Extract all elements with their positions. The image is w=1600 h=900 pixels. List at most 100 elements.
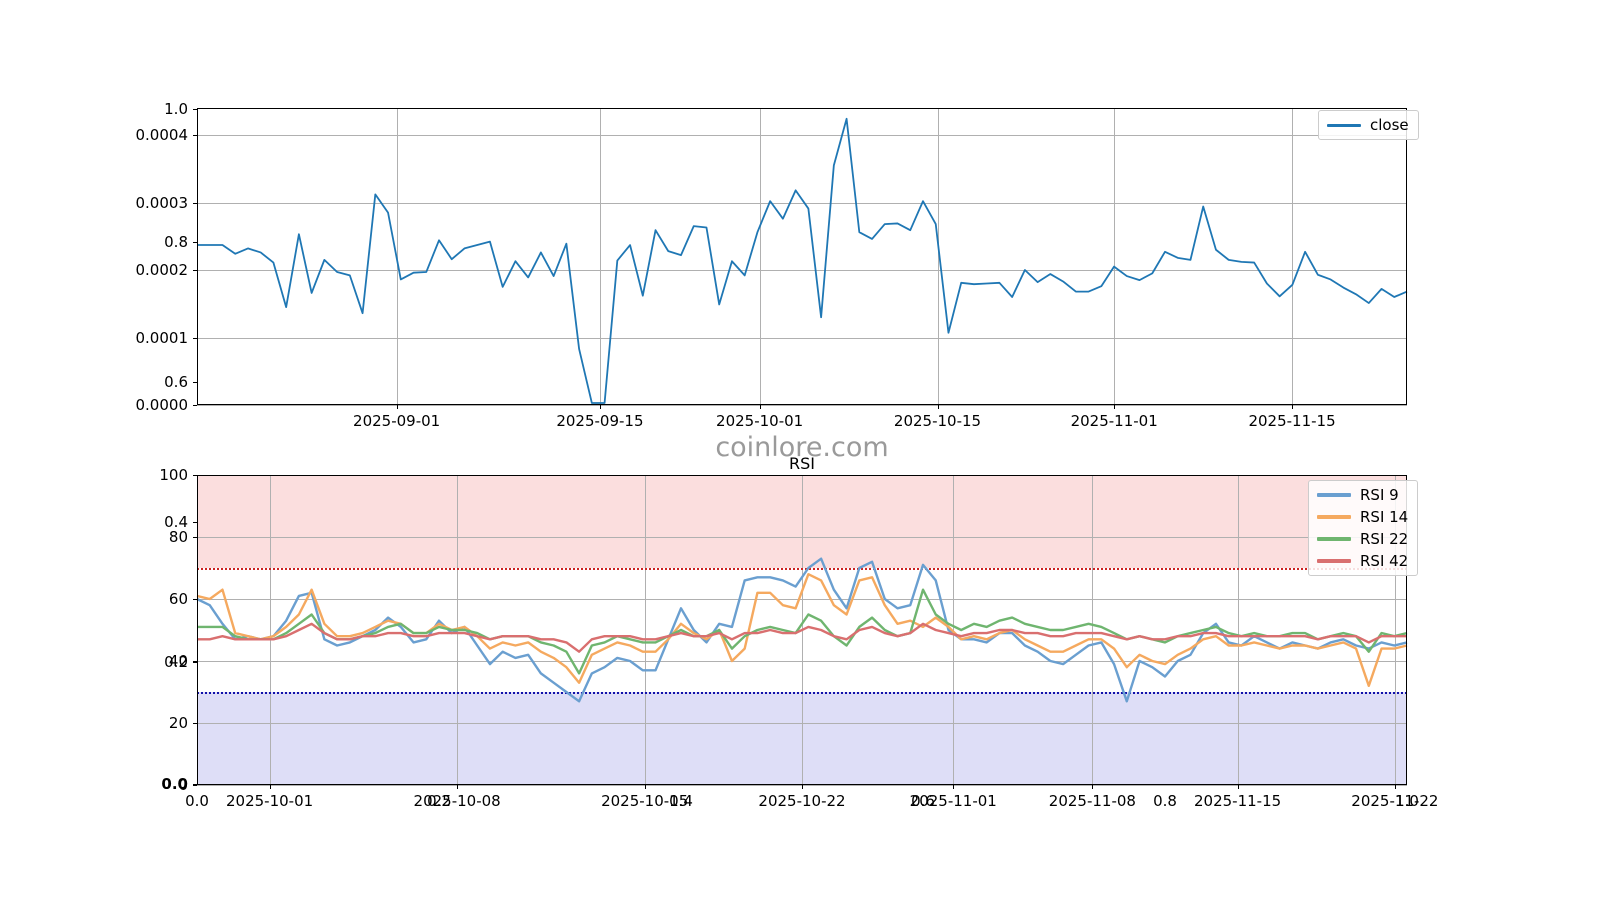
tick-mark	[269, 785, 271, 789]
rsi-y-overlay-tick: 0.4	[164, 513, 188, 531]
gridline	[269, 475, 271, 785]
rsi-x-tick: 2025-10-08	[413, 792, 501, 810]
rsi-x-overlay-tick: 1.0	[1395, 792, 1419, 810]
legend-label: RSI 42	[1360, 551, 1409, 570]
price-plot-background	[197, 108, 1407, 405]
legend-item[interactable]: RSI 42	[1317, 553, 1408, 569]
legend-item[interactable]: RSI 14	[1317, 509, 1408, 525]
rsi-x-tick: 2025-11-22	[1351, 792, 1439, 810]
price-x-tick: 2025-10-01	[716, 412, 804, 430]
tick-mark	[193, 135, 197, 136]
tick-mark	[1237, 785, 1239, 789]
tick-mark	[193, 242, 197, 243]
rsi-y-tick: 80	[168, 528, 188, 546]
tick-mark	[193, 599, 197, 600]
gridline	[197, 270, 1407, 271]
rsi-x-tick: 2025-10-22	[758, 792, 846, 810]
rsi-line-2	[197, 588, 1408, 675]
tick-mark	[193, 475, 197, 476]
tick-mark	[953, 785, 955, 789]
rsi-x-overlay-tick: 0.0	[185, 792, 209, 810]
rsi-x-tick: 2025-10-01	[226, 792, 314, 810]
rsi-y-overlay-tick: 0.2	[164, 653, 188, 671]
rsi-x-overlay-tick: 0.4	[669, 792, 693, 810]
price-y-tick: 0.0001	[135, 328, 189, 347]
rsi-x-overlay-tick: 0.6	[911, 792, 935, 810]
tick-mark	[193, 382, 197, 383]
close-line	[197, 117, 1408, 404]
tick-mark	[193, 662, 197, 663]
price-x-tick: 2025-11-01	[1070, 412, 1158, 430]
gridline	[1114, 108, 1116, 405]
legend-swatch-0	[1317, 493, 1351, 497]
tick-mark	[937, 405, 939, 409]
gridline	[1237, 475, 1239, 785]
rsi-chart-panel	[196, 475, 1408, 786]
legend-label: close	[1370, 115, 1409, 134]
price-x-tick: 2025-09-01	[353, 412, 441, 430]
price-x-tick: 2025-10-15	[893, 412, 982, 430]
legend-swatch-2	[1317, 537, 1351, 541]
rsi-y-tick: 0	[178, 776, 188, 794]
price-chart-panel	[197, 108, 1408, 406]
legend-item[interactable]: close	[1327, 117, 1409, 133]
rsi-panel-title: RSI	[789, 454, 815, 473]
tick-mark	[193, 109, 197, 110]
tick-mark	[396, 405, 398, 409]
tick-mark	[193, 270, 197, 271]
legend-label: RSI 14	[1360, 507, 1409, 526]
rsi-series-group	[196, 557, 1408, 703]
price-y-tick: 0.0003	[135, 193, 189, 212]
tick-mark	[193, 785, 197, 786]
tick-mark	[759, 405, 761, 409]
gridline	[937, 108, 939, 405]
legend-item[interactable]: RSI 9	[1317, 487, 1408, 503]
price-y-tick: 0.0002	[135, 261, 189, 279]
tick-mark	[1394, 785, 1396, 789]
tick-mark	[193, 537, 197, 538]
tick-mark	[193, 784, 197, 785]
gridline	[953, 475, 955, 785]
tick-mark	[802, 785, 803, 789]
tick-mark	[1114, 405, 1116, 409]
price-y-overlay-tick: 0.8	[164, 233, 188, 251]
rsi-y-tick: 40	[168, 652, 188, 670]
rsi-y-tick: 100	[159, 466, 188, 484]
tick-mark	[193, 522, 197, 523]
tick-mark	[457, 785, 459, 789]
rsi-line-3	[197, 622, 1407, 653]
rsi-oversold-threshold-line	[197, 692, 1407, 694]
price-legend[interactable]: close	[1318, 110, 1419, 140]
gridline	[1292, 108, 1293, 405]
legend-item[interactable]: RSI 22	[1317, 531, 1408, 547]
rsi-x-tick: 2025-11-15	[1194, 792, 1282, 810]
rsi-overbought-threshold-line	[197, 568, 1407, 570]
rsi-x-tick: 2025-10-15	[601, 792, 689, 810]
gridline	[197, 337, 1407, 339]
tick-mark	[193, 661, 197, 662]
rsi-y-tick: 60	[168, 590, 188, 608]
legend-swatch-3	[1317, 559, 1351, 563]
gridline	[599, 108, 601, 405]
price-series-close	[197, 117, 1408, 404]
rsi-legend[interactable]: RSI 9 RSI 14 RSI 22 RSI 42	[1308, 480, 1419, 576]
gridline	[644, 475, 646, 785]
legend-label: RSI 22	[1360, 529, 1409, 548]
price-x-tick: 2025-09-15	[556, 412, 644, 430]
gridline	[759, 108, 761, 405]
gridline	[197, 405, 1407, 406]
tick-mark	[193, 202, 197, 204]
tick-mark	[193, 723, 197, 724]
legend-label: RSI 9	[1360, 485, 1399, 504]
legend-swatch-0	[1327, 123, 1361, 127]
tick-mark	[599, 405, 601, 409]
gridline	[197, 202, 1407, 204]
rsi-x-overlay-tick: 0.2	[427, 792, 451, 810]
rsi-x-tick: 2025-11-08	[1048, 792, 1136, 810]
rsi-x-overlay-tick: 0.8	[1153, 792, 1177, 810]
price-y-tick: 0.0000	[135, 396, 189, 414]
rsi-y-overlay-tick: 0.0	[161, 775, 188, 793]
tick-mark	[193, 405, 197, 406]
gridline	[197, 135, 1407, 136]
